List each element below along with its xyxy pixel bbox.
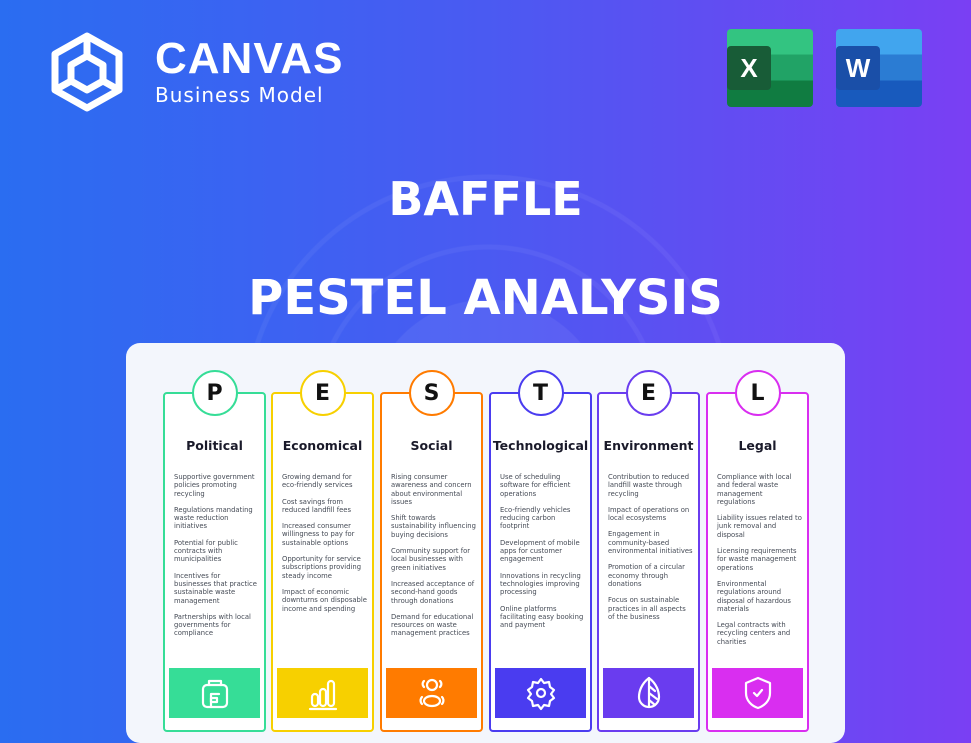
- brand-name: CANVAS: [155, 34, 344, 83]
- letter-badge: P: [191, 370, 238, 416]
- icon-box: [386, 668, 477, 718]
- list-item: Partnerships with local governments for …: [174, 612, 251, 638]
- list-item: Engagement in community-based environmen…: [608, 530, 693, 556]
- column-title: Legal: [738, 438, 777, 453]
- icon-box: [603, 668, 694, 718]
- word-letter: W: [836, 46, 880, 90]
- list-item: Demand for educational resources on wast…: [391, 612, 474, 638]
- column-title: Political: [186, 438, 243, 453]
- list-item: Development of mobile apps for customer …: [500, 538, 580, 564]
- list-item: Online platforms facilitating easy booki…: [500, 604, 584, 630]
- gear-icon: [526, 677, 555, 711]
- list-item: Shift towards sustainability influencing…: [391, 514, 476, 539]
- excel-icon[interactable]: X: [727, 29, 813, 107]
- list-item: Potential for public contracts with muni…: [174, 538, 238, 564]
- icon-box: [712, 668, 803, 718]
- list-item: Regulations mandating waste reduction in…: [174, 505, 253, 531]
- column-title: Social: [410, 438, 453, 453]
- pestel-column-economical: E Economical Growing demand for eco-frien…: [271, 370, 374, 732]
- list-item: Growing demand for eco-friendly services: [282, 473, 353, 490]
- list-item: Increased acceptance of second-hand good…: [391, 579, 475, 605]
- list-item: Compliance with local and federal waste …: [717, 473, 792, 506]
- column-title: Technological: [492, 438, 589, 453]
- list-item: Rising consumer awareness and concern ab…: [391, 473, 472, 506]
- list-item: Focus on sustainable practices in all as…: [608, 596, 686, 621]
- list-item: Liability issues related to junk removal…: [717, 514, 802, 539]
- brand-subtitle: Business Model: [155, 83, 324, 107]
- word-icon[interactable]: W: [836, 29, 922, 107]
- shield-check-icon: [744, 676, 771, 710]
- letter-badge: S: [408, 370, 455, 416]
- leaf-icon: [637, 676, 660, 709]
- icon-box: [277, 668, 368, 718]
- list-item: Promotion of a circular economy through …: [608, 563, 685, 588]
- list-item: Supportive government policies promoting…: [174, 473, 255, 498]
- list-item: Cost savings from reduced landfill fees: [282, 497, 352, 514]
- letter-badge: E: [299, 370, 346, 416]
- analysis-title: PESTEL ANALYSIS: [248, 270, 723, 326]
- letter-badge: L: [734, 370, 781, 416]
- pestel-column-environment: E Environment Contribution to reduced lan…: [597, 370, 700, 732]
- list-item: Eco-friendly vehicles reducing carbon fo…: [500, 505, 571, 531]
- list-item: Licensing requirements for waste managem…: [717, 547, 797, 572]
- company-title: BAFFLE: [388, 172, 583, 226]
- list-item: Use of scheduling software for efficient…: [500, 473, 571, 498]
- column-title: Economical: [282, 438, 363, 453]
- pestel-column-social: S Social Rising consumer awareness and co…: [380, 370, 483, 732]
- letter-badge: T: [517, 370, 564, 416]
- list-item: Incentives for businesses that practice …: [174, 571, 257, 605]
- people-icon: [419, 678, 444, 708]
- list-item: Impact of operations on local ecosystems: [608, 505, 690, 523]
- list-item: Innovations in recycling technologies im…: [500, 571, 581, 597]
- list-item: Environmental regulations around disposa…: [717, 579, 791, 613]
- canvas-logo-icon: [51, 32, 123, 112]
- excel-letter: X: [727, 46, 771, 90]
- pestel-column-legal: L Legal Compliance with local and federal…: [706, 370, 809, 732]
- icon-box: [169, 668, 260, 718]
- pestel-column-technological: T Technological Use of scheduling softwar…: [489, 370, 592, 732]
- list-item: Impact of economic downturns on disposab…: [282, 587, 367, 613]
- bar-chart-icon: [308, 679, 337, 711]
- letter-badge: E: [625, 370, 672, 416]
- icon-box: [495, 668, 586, 718]
- list-item: Legal contracts with recycling centers a…: [717, 621, 791, 646]
- list-item: Increased consumer willingness to pay fo…: [282, 522, 355, 547]
- pestel-column-political: P Political Supportive government policie…: [163, 370, 266, 732]
- column-title: Environment: [603, 438, 694, 453]
- list-item: Opportunity for service subscriptions pr…: [282, 555, 362, 580]
- list-item: Community support for local businesses w…: [391, 547, 471, 572]
- logo: CANVAS Business Model: [47, 30, 344, 114]
- list-item: Contribution to reduced landfill waste t…: [608, 473, 690, 498]
- briefcase-icon: [201, 679, 228, 709]
